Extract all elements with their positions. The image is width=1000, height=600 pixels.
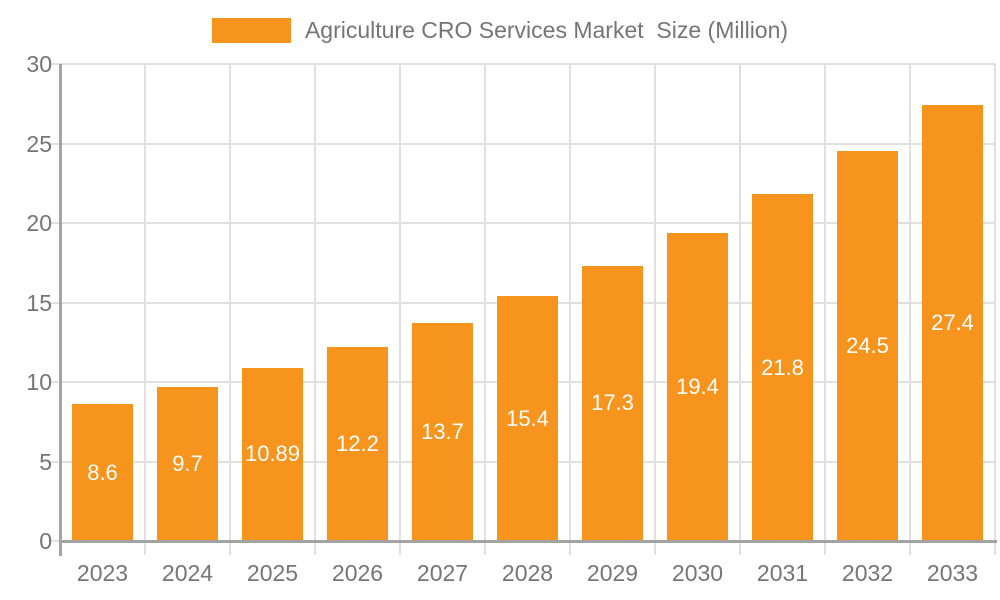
x-axis-tick [314,541,316,555]
gridline-vertical [569,64,571,541]
y-axis-tick [50,381,60,383]
bar-value-label: 15.4 [506,405,549,431]
bar [242,367,303,540]
gridline-vertical [144,64,146,541]
bar [667,232,728,540]
y-axis-tick [50,540,60,542]
x-axis-line [59,540,997,543]
gridline-horizontal [60,142,995,145]
gridline-vertical [824,64,826,541]
x-tick-label: 2026 [331,560,384,586]
bar [157,386,218,540]
bar-value-label: 13.7 [421,419,464,445]
x-tick-label: 2029 [586,560,639,586]
x-axis-tick [824,541,826,555]
x-axis-tick [909,541,911,555]
bar [497,296,558,540]
x-tick-label: 2025 [246,560,299,586]
bar-value-label: 17.3 [591,390,634,416]
bar [922,105,983,540]
x-axis-tick [144,541,146,555]
x-tick-label: 2033 [926,560,979,586]
x-axis-tick [229,541,231,555]
bar-value-label: 24.5 [846,333,889,359]
x-axis-tick [739,541,741,555]
x-axis-tick [484,541,486,555]
y-tick-label: 0 [39,528,52,554]
gridline-vertical [654,64,656,541]
x-tick-label: 2027 [416,560,469,586]
gridline-vertical [399,64,401,541]
y-tick-label: 15 [26,289,52,316]
y-tick-label: 30 [26,51,52,77]
y-axis-tick [50,142,60,145]
y-axis-tick [50,301,60,304]
x-tick-label: 2028 [501,560,554,586]
bar [752,194,813,540]
bar-value-label: 27.4 [931,310,974,336]
gridline-vertical [314,64,316,541]
x-tick-label: 2031 [756,560,809,586]
y-axis-tick [50,63,60,65]
y-axis-tick [50,222,60,224]
gridline-vertical [994,64,996,541]
x-axis-tick [994,541,996,555]
bar [72,404,133,540]
y-tick-label: 20 [26,210,52,236]
chart-legend: Agriculture CRO Services Market Size (Mi… [0,16,1000,44]
x-tick-label: 2024 [161,560,214,586]
y-axis-line [59,64,62,556]
gridline-horizontal [60,222,995,224]
gridline-vertical [229,64,231,541]
gridline-vertical [739,64,741,541]
bar-value-label: 21.8 [761,354,804,380]
bar-value-label: 8.6 [87,459,118,485]
bar-value-label: 9.7 [172,450,203,476]
gridline-vertical [909,64,911,541]
gridline-horizontal [60,63,995,65]
bar [837,151,898,540]
bar-value-label: 19.4 [676,373,719,399]
y-tick-label: 5 [39,448,52,475]
gridline-vertical [484,64,486,541]
legend-label: Agriculture CRO Services Market Size (Mi… [304,17,789,43]
x-axis-tick [399,541,401,555]
bar [327,347,388,540]
y-tick-label: 25 [26,130,52,157]
x-axis-tick [569,541,571,555]
bar-value-label: 12.2 [336,431,379,456]
x-tick-label: 2032 [841,560,894,586]
bar [412,323,473,540]
x-tick-label: 2023 [76,560,129,586]
x-axis-tick [654,541,656,555]
x-tick-label: 2030 [671,560,724,586]
bar-value-label: 10.89 [244,441,301,467]
legend-swatch [211,17,291,43]
bar [582,265,643,540]
y-axis-tick [50,460,60,463]
y-tick-label: 10 [26,369,52,395]
